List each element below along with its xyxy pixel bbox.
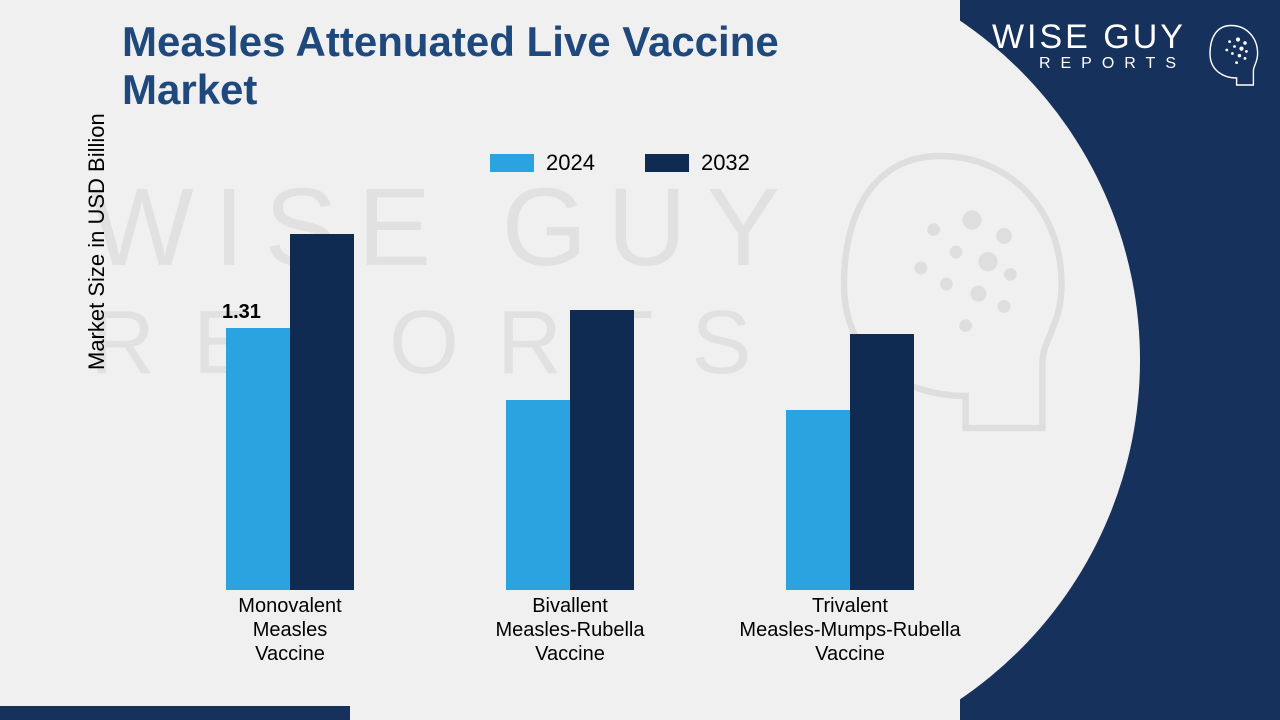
logo-text-bottom: REPORTS (992, 55, 1186, 73)
legend-item-2024: 2024 (490, 150, 595, 176)
brand-logo: WISE GUY REPORTS (992, 18, 1262, 73)
bar-group (226, 234, 354, 590)
y-axis-label: Market Size in USD Billion (84, 113, 110, 370)
plot-area: 1.31 (160, 190, 970, 590)
bar-group (786, 334, 914, 590)
x-axis-label: TrivalentMeasles-Mumps-RubellaVaccine (730, 594, 970, 666)
logo-text-top: WISE GUY (992, 18, 1186, 57)
bar-series-a (786, 410, 850, 590)
bar-series-b (850, 334, 914, 590)
legend-label-a: 2024 (546, 150, 595, 176)
bar-series-a (226, 328, 290, 590)
x-axis-label: BivallentMeasles-RubellaVaccine (450, 594, 690, 666)
y-axis-label-wrap: Market Size in USD Billion (70, 150, 100, 590)
legend-swatch-b (645, 154, 689, 172)
bar-value-label: 1.31 (222, 301, 261, 324)
legend: 2024 2032 (490, 150, 750, 176)
legend-swatch-a (490, 154, 534, 172)
chart-area: Market Size in USD Billion 2024 2032 1.3… (70, 150, 970, 670)
bottom-accent-bar (0, 706, 350, 720)
legend-label-b: 2032 (701, 150, 750, 176)
bar-series-b (570, 310, 634, 590)
bar-series-a (506, 400, 570, 590)
x-axis-label: MonovalentMeaslesVaccine (170, 594, 410, 666)
chart-title: Measles Attenuated Live Vaccine Market (122, 18, 882, 115)
legend-item-2032: 2032 (645, 150, 750, 176)
bar-series-b (290, 234, 354, 590)
bar-group (506, 310, 634, 590)
